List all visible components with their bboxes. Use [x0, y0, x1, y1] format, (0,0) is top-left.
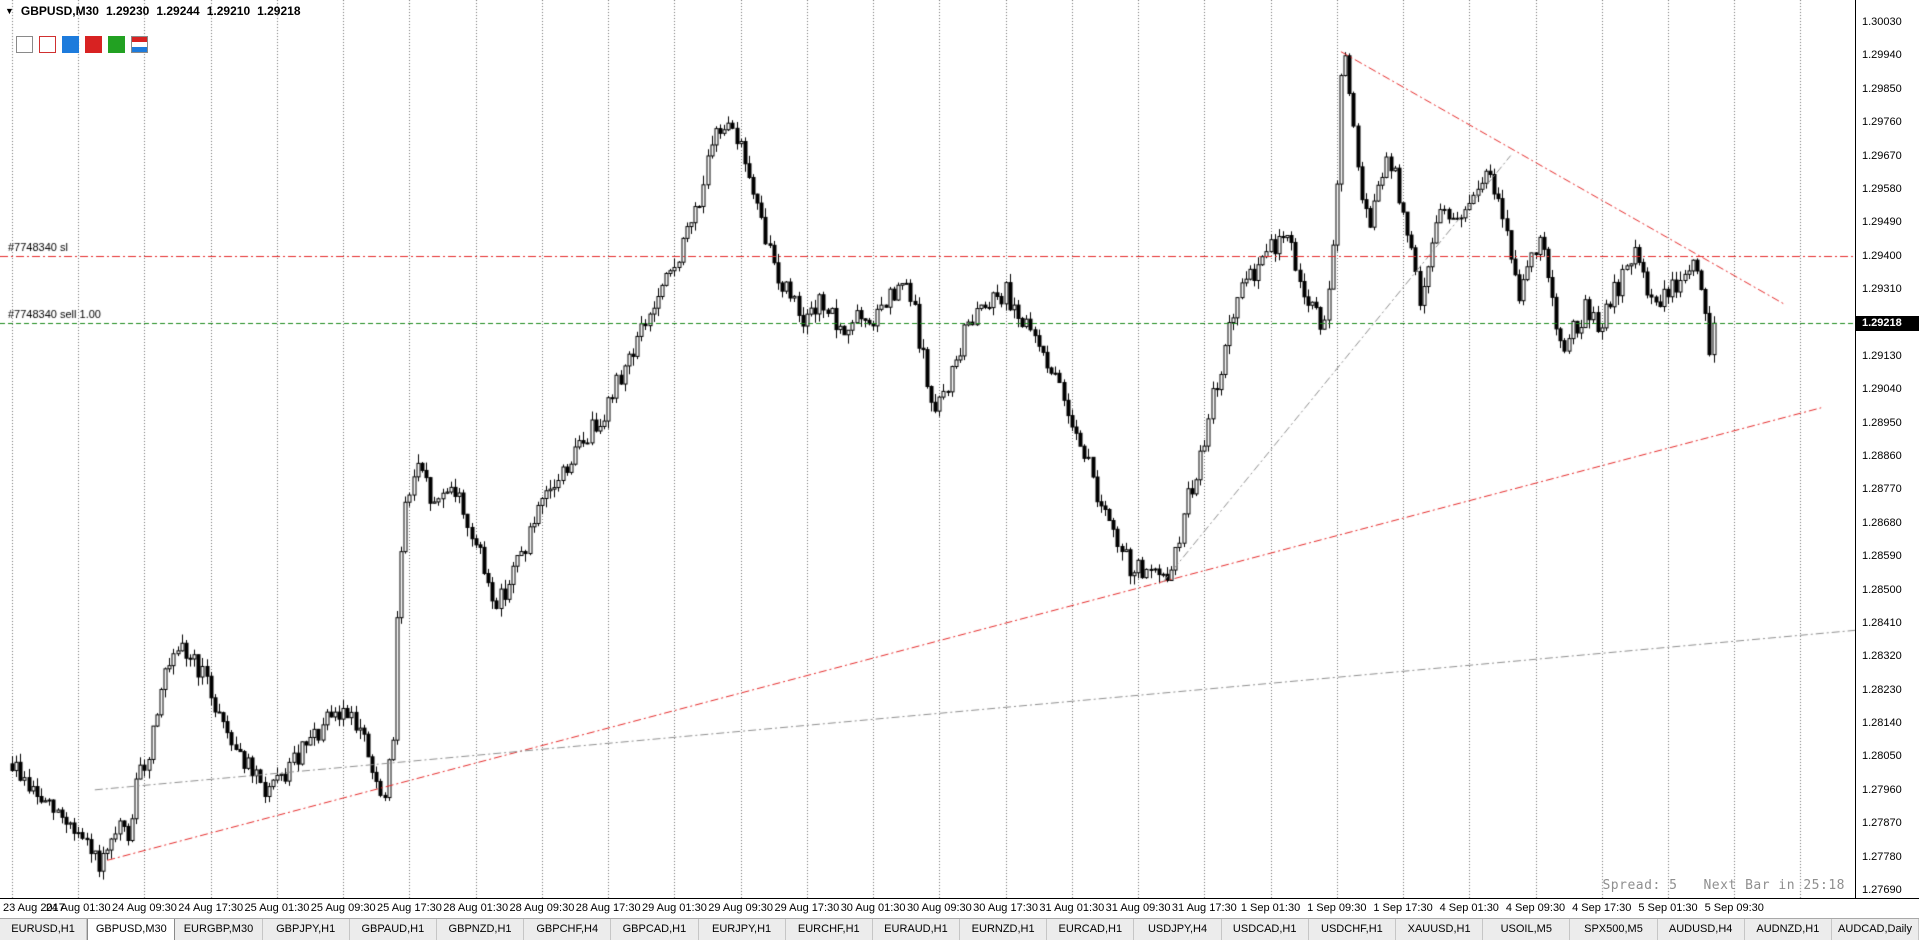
ohlc-close: 1.29218: [257, 4, 301, 18]
time-axis-label: 28 Aug 01:30: [443, 902, 509, 914]
price-axis-label: 1.27960: [1862, 783, 1902, 796]
price-axis-label: 1.27780: [1862, 850, 1902, 863]
time-axis-label: 29 Aug 09:30: [708, 902, 774, 914]
tab-spx500-m5[interactable]: SPX500,M5: [1570, 919, 1658, 940]
time-axis-label: 4 Sep 01:30: [1439, 902, 1499, 914]
time-axis-label: 28 Aug 17:30: [575, 902, 641, 914]
time-axis-label: 1 Sep 17:30: [1373, 902, 1433, 914]
chart-area: ▼ GBPUSD,M30 1.29230 1.29244 1.29210 1.2…: [0, 0, 1855, 898]
swatch-red-outline-icon[interactable]: [39, 36, 56, 53]
time-axis-label: 25 Aug 01:30: [244, 902, 310, 914]
price-axis-label: 1.28770: [1862, 483, 1902, 496]
tab-usdchf-h1[interactable]: USDCHF,H1: [1308, 919, 1396, 940]
price-axis-label: 1.29310: [1862, 283, 1902, 296]
tab-bar: EURUSD,H1 GBPUSD,M30 EURGBP,M30 GBPJPY,H1 GB…: [0, 918, 1919, 940]
price-axis-label: 1.28860: [1862, 450, 1902, 462]
ohlc-open: 1.29230: [105, 4, 150, 18]
current-price-tag: 1.29218: [1856, 316, 1919, 332]
price-axis-label: 1.28320: [1862, 650, 1902, 663]
price-axis-label: 1.28590: [1862, 550, 1902, 563]
tab-audnzd-h1[interactable]: AUDNZD,H1: [1744, 919, 1832, 940]
tab-eurusd-h1[interactable]: EURUSD,H1: [0, 919, 88, 940]
price-axis-label: 1.29130: [1862, 349, 1902, 362]
price-axis-label: 1.29940: [1862, 49, 1902, 62]
price-axis[interactable]: 1.30030 1.29940 1.29850 1.29760 1.29670 1.295…: [1855, 0, 1919, 898]
time-axis-label: 24 Aug 09:30: [112, 902, 177, 914]
price-axis-label: 1.28950: [1862, 416, 1902, 429]
price-axis-label: 1.27690: [1862, 884, 1902, 896]
tab-gbpcad-h1[interactable]: GBPCAD,H1: [611, 919, 699, 940]
tab-gbpnzd-h1[interactable]: GBPNZD,H1: [436, 919, 525, 940]
time-axis-label: 23 Aug 2017: [3, 902, 65, 914]
ohlc-low: 1.29210: [206, 4, 251, 18]
time-axis[interactable]: 23 Aug 2017 24 Aug 01:30 24 Aug 09:30 24 Au…: [0, 898, 1919, 918]
price-axis-label: 1.27870: [1862, 817, 1902, 830]
time-axis-label: 31 Aug 01:30: [1039, 902, 1105, 914]
chart-canvas[interactable]: [0, 0, 1855, 898]
price-axis-label: 1.29580: [1862, 182, 1902, 195]
swatch-flag-icon[interactable]: [131, 36, 148, 53]
time-axis-label: 31 Aug 17:30: [1171, 902, 1237, 914]
tab-eurnzd-h1[interactable]: EURNZD,H1: [960, 919, 1048, 940]
price-axis-label: 1.28500: [1862, 583, 1902, 596]
time-axis-label: 5 Sep 09:30: [1704, 902, 1764, 914]
tab-audcad-daily[interactable]: AUDCAD,Daily: [1831, 919, 1919, 940]
tab-eurgbp-m30[interactable]: EURGBP,M30: [175, 919, 263, 940]
tab-usdjpy-h4[interactable]: USDJPY,H4: [1134, 919, 1222, 940]
time-axis-label: 29 Aug 01:30: [641, 902, 707, 914]
swatch-red-icon[interactable]: [85, 36, 102, 53]
time-axis-label: 4 Sep 17:30: [1572, 902, 1632, 914]
time-axis-label: 29 Aug 17:30: [774, 902, 840, 914]
ohlc-high: 1.29244: [156, 4, 200, 18]
time-axis-label: 4 Sep 09:30: [1505, 902, 1566, 914]
time-axis-label: 24 Aug 17:30: [178, 902, 244, 914]
price-axis-label: 1.28680: [1862, 516, 1902, 529]
collapse-chart-icon[interactable]: ▼: [5, 6, 14, 16]
price-axis-label: 1.28410: [1862, 616, 1902, 629]
time-axis-label: 30 Aug 01:30: [840, 902, 906, 914]
swatch-white-icon[interactable]: [16, 36, 33, 53]
tab-gbpchf-h4[interactable]: GBPCHF,H4: [524, 919, 612, 940]
time-axis-label: 1 Sep 01:30: [1240, 902, 1301, 914]
swatch-blue-icon[interactable]: [62, 36, 79, 53]
time-axis-label: 1 Sep 09:30: [1307, 902, 1367, 914]
ohlc-symbol: GBPUSD,M30: [20, 4, 99, 18]
price-axis-label: 1.29400: [1862, 249, 1902, 262]
next-bar-label: Next Bar in 25:18: [1703, 878, 1845, 893]
tab-euraud-h1[interactable]: EURAUD,H1: [872, 919, 961, 940]
price-axis-label: 1.30030: [1862, 16, 1902, 28]
price-axis-label: 1.29670: [1862, 149, 1902, 162]
time-axis-label: 30 Aug 17:30: [973, 902, 1039, 914]
time-axis-label: 28 Aug 09:30: [509, 902, 575, 914]
tab-eurjpy-h1[interactable]: EURJPY,H1: [698, 919, 786, 940]
price-axis-label: 1.28050: [1862, 750, 1902, 763]
tab-usoil-m5[interactable]: USOIL,M5: [1483, 919, 1571, 940]
time-axis-label: 25 Aug 09:30: [310, 902, 376, 914]
time-axis-label: 24 Aug 01:30: [45, 902, 111, 914]
time-axis-label: 25 Aug 17:30: [377, 902, 442, 914]
time-axis-label: 5 Sep 01:30: [1638, 902, 1698, 914]
price-axis-label: 1.28230: [1862, 683, 1902, 696]
tab-audusd-h4[interactable]: AUDUSD,H4: [1657, 919, 1745, 940]
tab-usdcad-h1[interactable]: USDCAD,H1: [1221, 919, 1309, 940]
time-axis-label: 31 Aug 09:30: [1105, 902, 1171, 914]
tab-xauusd-h1[interactable]: XAUUSD,H1: [1396, 919, 1484, 940]
tab-eurcad-h1[interactable]: EURCAD,H1: [1047, 919, 1135, 940]
tab-gbpjpy-h1[interactable]: GBPJPY,H1: [262, 919, 350, 940]
tab-gbpusd-m30[interactable]: GBPUSD,M30: [87, 919, 176, 940]
tab-eurchf-h1[interactable]: EURCHF,H1: [785, 919, 873, 940]
toolbar-swatches: [16, 36, 148, 53]
price-axis-label: 1.29490: [1862, 216, 1902, 229]
price-axis-label: 1.29850: [1862, 82, 1902, 95]
time-axis-label: 30 Aug 09:30: [906, 902, 972, 914]
ohlc-bar: ▼ GBPUSD,M30 1.29230 1.29244 1.29210 1.2…: [5, 4, 301, 18]
tab-gbpaud-h1[interactable]: GBPAUD,H1: [349, 919, 437, 940]
price-axis-label: 1.28140: [1862, 717, 1902, 730]
spread-label: Spread: 5: [1602, 878, 1678, 893]
swatch-green-icon[interactable]: [108, 36, 125, 53]
price-axis-label: 1.29760: [1862, 116, 1902, 129]
price-axis-label: 1.29040: [1862, 383, 1902, 396]
status-bar: Spread: 5 Next Bar in 25:18: [1602, 878, 1845, 893]
